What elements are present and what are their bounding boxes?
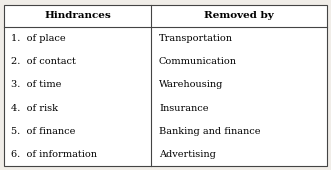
Text: Communication: Communication [159,57,237,66]
Text: Hindrances: Hindrances [44,12,111,21]
Text: Transportation: Transportation [159,34,233,43]
Text: 4.  of risk: 4. of risk [11,104,58,113]
Text: Insurance: Insurance [159,104,209,113]
Text: Warehousing: Warehousing [159,80,223,89]
Text: Advertising: Advertising [159,150,216,159]
Text: Removed by: Removed by [204,12,274,21]
Text: 3.  of time: 3. of time [11,80,61,89]
Text: Banking and finance: Banking and finance [159,127,260,136]
Text: 2.  of contact: 2. of contact [11,57,76,66]
Text: 1.  of place: 1. of place [11,34,66,43]
Text: 5.  of finance: 5. of finance [11,127,75,136]
Text: 6.  of information: 6. of information [11,150,97,159]
